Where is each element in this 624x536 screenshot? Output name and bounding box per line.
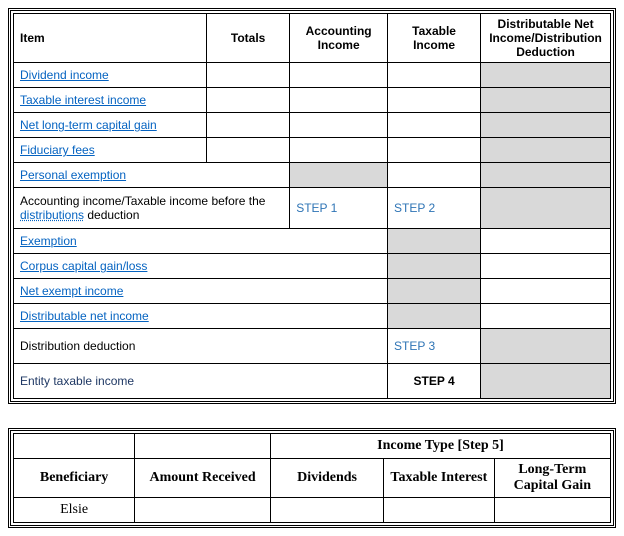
cell — [388, 138, 481, 163]
main-table-container: Item Totals Accounting Income Taxable In… — [8, 8, 616, 404]
distribution-label: Distribution deduction — [20, 339, 135, 353]
table-row: Personal exemption — [14, 163, 611, 188]
exemption-label: Exemption — [20, 234, 77, 248]
cell — [290, 63, 388, 88]
step4-cell: STEP 4 — [388, 364, 481, 399]
accounting-taxable-label: Accounting income/Taxable income before … — [20, 194, 265, 208]
cell — [14, 434, 135, 459]
income-type-header: Income Type [Step 5] — [271, 434, 611, 459]
cell — [388, 88, 481, 113]
main-table: Item Totals Accounting Income Taxable In… — [13, 13, 611, 399]
table-row: Accounting income/Taxable income before … — [14, 188, 611, 229]
cell-shaded — [481, 329, 611, 364]
header-interest: Taxable Interest — [384, 459, 494, 498]
table-row: Net exempt income — [14, 279, 611, 304]
cell-shaded — [481, 163, 611, 188]
header-dividends: Dividends — [271, 459, 384, 498]
entity-label: Entity taxable income — [20, 374, 134, 388]
table-row: Taxable interest income — [14, 88, 611, 113]
cell — [271, 498, 384, 523]
taxable-interest-label: Taxable interest income — [20, 93, 146, 107]
header-totals: Totals — [207, 14, 290, 63]
step3-cell: STEP 3 — [388, 329, 481, 364]
personal-exemption-label: Personal exemption — [20, 168, 126, 182]
table-row: Dividend income — [14, 63, 611, 88]
cell — [207, 113, 290, 138]
ltcg-label: Net long-term capital gain — [20, 118, 157, 132]
cell-shaded — [481, 138, 611, 163]
table-row: Income Type [Step 5] — [14, 434, 611, 459]
table-row: Distribution deduction STEP 3 — [14, 329, 611, 364]
cell-shaded — [388, 229, 481, 254]
cell — [388, 163, 481, 188]
cell — [290, 88, 388, 113]
table-row: Fiduciary fees — [14, 138, 611, 163]
net-exempt-label: Net exempt income — [20, 284, 123, 298]
dividend-income-label: Dividend income — [20, 68, 109, 82]
cell — [290, 113, 388, 138]
cell-shaded — [481, 113, 611, 138]
header-accounting: Accounting Income — [290, 14, 388, 63]
header-dni: Distributable Net Income/Distribution De… — [481, 14, 611, 63]
cell — [135, 498, 271, 523]
cell-shaded — [388, 279, 481, 304]
cell — [388, 113, 481, 138]
cell — [494, 498, 610, 523]
cell-shaded — [388, 304, 481, 329]
accounting-taxable-after: deduction — [84, 208, 139, 222]
header-taxable: Taxable Income — [388, 14, 481, 63]
second-table-container: Income Type [Step 5] Beneficiary Amount … — [8, 428, 616, 528]
cell-shaded — [388, 254, 481, 279]
cell — [290, 138, 388, 163]
cell — [388, 63, 481, 88]
header-amount: Amount Received — [135, 459, 271, 498]
cell — [481, 254, 611, 279]
table-row: Distributable net income — [14, 304, 611, 329]
cell — [207, 63, 290, 88]
cell — [481, 279, 611, 304]
elsie-label: Elsie — [14, 498, 135, 523]
header-beneficiary: Beneficiary — [14, 459, 135, 498]
table-header-row: Item Totals Accounting Income Taxable In… — [14, 14, 611, 63]
cell-shaded — [481, 88, 611, 113]
accounting-taxable-link: distributions — [20, 208, 84, 222]
table-row: Corpus capital gain/loss — [14, 254, 611, 279]
second-table: Income Type [Step 5] Beneficiary Amount … — [13, 433, 611, 523]
corpus-label: Corpus capital gain/loss — [20, 259, 147, 273]
cell — [207, 88, 290, 113]
header-ltcg: Long-Term Capital Gain — [494, 459, 610, 498]
cell-shaded — [481, 63, 611, 88]
header-item: Item — [14, 14, 207, 63]
table-row: Exemption — [14, 229, 611, 254]
cell — [384, 498, 494, 523]
table-row: Elsie — [14, 498, 611, 523]
step2-cell: STEP 2 — [388, 188, 481, 229]
cell — [135, 434, 271, 459]
cell — [481, 229, 611, 254]
cell — [207, 138, 290, 163]
fiduciary-label: Fiduciary fees — [20, 143, 95, 157]
cell-shaded — [481, 188, 611, 229]
table-row: Net long-term capital gain — [14, 113, 611, 138]
cell — [481, 304, 611, 329]
table-row: Entity taxable income STEP 4 — [14, 364, 611, 399]
cell-shaded — [481, 364, 611, 399]
cell-shaded — [290, 163, 388, 188]
dni-label: Distributable net income — [20, 309, 149, 323]
table-header-row: Beneficiary Amount Received Dividends Ta… — [14, 459, 611, 498]
step1-cell: STEP 1 — [290, 188, 388, 229]
